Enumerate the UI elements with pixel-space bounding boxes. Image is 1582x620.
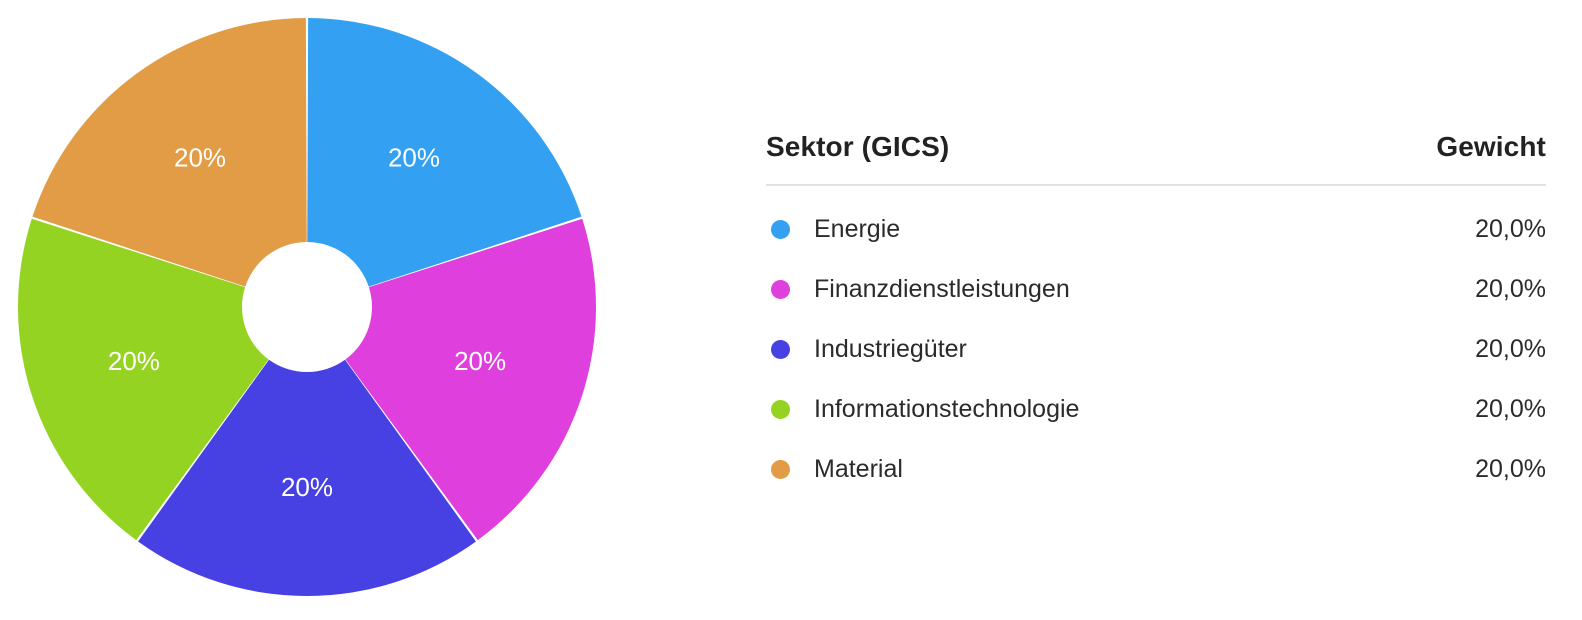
donut-chart-svg: 20% 20% 20% 20% 20% bbox=[17, 18, 596, 596]
sector-weight-value: 20,0% bbox=[1475, 334, 1546, 363]
pie-slice-label: 20% bbox=[281, 472, 333, 502]
pie-slice[interactable] bbox=[32, 18, 307, 287]
sector-name-label: Finanzdienstleistungen bbox=[814, 274, 1070, 303]
sector-name-label: Informationstechnologie bbox=[814, 394, 1080, 423]
sector-weight-value: 20,0% bbox=[1475, 214, 1546, 243]
donut-label-group: 20% 20% 20% 20% 20% bbox=[108, 143, 506, 502]
legend-color-dot-icon bbox=[771, 459, 790, 479]
legend-color-dot-icon bbox=[771, 399, 790, 419]
table-header-divider bbox=[766, 184, 1546, 186]
pie-slice[interactable] bbox=[307, 18, 582, 287]
table-header-row: Sektor (GICS) Gewicht bbox=[766, 127, 1546, 167]
pie-slice-label: 20% bbox=[174, 143, 226, 173]
sector-weight-table: Sektor (GICS) Gewicht Energie 20,0% Finanz… bbox=[766, 0, 1546, 620]
pie-slice[interactable] bbox=[138, 359, 476, 596]
column-header-weight: Gewicht bbox=[1436, 131, 1546, 162]
column-header-sector: Sektor (GICS) bbox=[766, 131, 950, 162]
table-body: Energie 20,0% Finanzdienstleistungen 20,0% I… bbox=[766, 199, 1546, 499]
pie-slice[interactable] bbox=[17, 218, 269, 541]
sector-weight-value: 20,0% bbox=[1475, 454, 1546, 483]
pie-slice-label: 20% bbox=[454, 346, 506, 376]
donut-chart-panel: 20% 20% 20% 20% 20% bbox=[0, 0, 620, 620]
table-row[interactable]: Industriegüter 20,0% bbox=[766, 319, 1546, 379]
pie-slice[interactable] bbox=[345, 218, 596, 541]
sector-weight-value: 20,0% bbox=[1475, 274, 1546, 303]
sector-weight-value: 20,0% bbox=[1475, 394, 1546, 423]
sector-name-label: Material bbox=[814, 454, 903, 483]
pie-slice-label: 20% bbox=[388, 143, 440, 173]
legend-color-dot-icon bbox=[771, 279, 790, 299]
pie-slice-label: 20% bbox=[108, 346, 160, 376]
table-row[interactable]: Informationstechnologie 20,0% bbox=[766, 379, 1546, 439]
table-row[interactable]: Material 20,0% bbox=[766, 439, 1546, 499]
sector-name-label: Industriegüter bbox=[814, 334, 967, 363]
donut-slice-group bbox=[17, 18, 596, 596]
sector-name-label: Energie bbox=[814, 214, 901, 243]
table-row[interactable]: Energie 20,0% bbox=[766, 199, 1546, 259]
legend-color-dot-icon bbox=[771, 219, 790, 239]
legend-color-dot-icon bbox=[771, 339, 790, 359]
table-row[interactable]: Finanzdienstleistungen 20,0% bbox=[766, 259, 1546, 319]
